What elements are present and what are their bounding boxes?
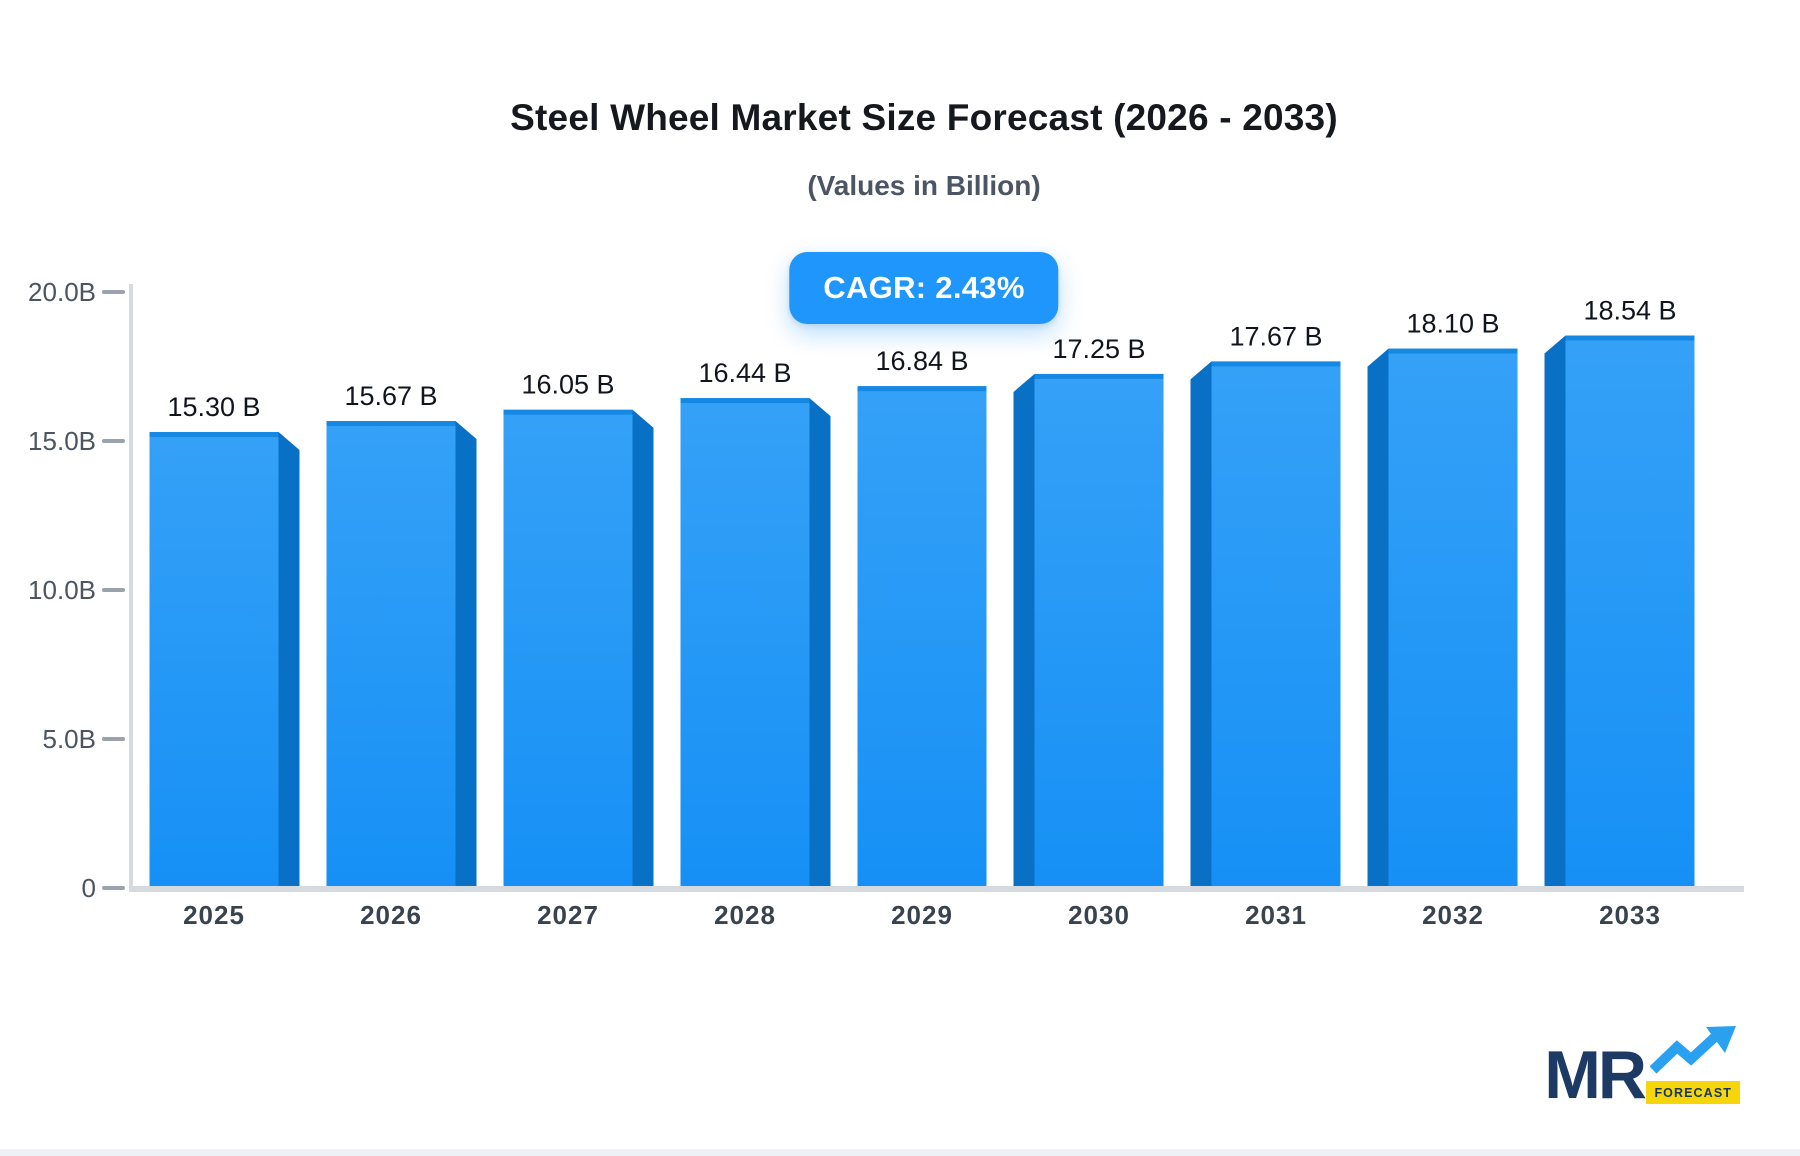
cagr-badge: CAGR: 2.43%	[789, 252, 1059, 324]
bar-2026	[326, 421, 477, 888]
bar-2032	[1367, 348, 1518, 888]
y-tick-label: 10.0B	[28, 575, 96, 605]
logo-forecast-text: FORECAST	[1646, 1081, 1740, 1104]
bar-face	[680, 398, 810, 888]
bar-side	[455, 421, 477, 888]
trend-arrow-icon	[1650, 1026, 1736, 1074]
bar-face	[1211, 361, 1341, 889]
bar-top-edge	[857, 386, 987, 392]
bar-value-label: 18.54 B	[1583, 296, 1676, 326]
bar-side	[809, 398, 831, 888]
x-axis-year-label: 2025	[183, 900, 245, 930]
y-tick-label: 5.0B	[43, 724, 97, 754]
mr-forecast-logo: MR FORECAST	[1544, 1026, 1740, 1114]
bar-value-label: 16.44 B	[698, 358, 791, 388]
bar-face	[857, 386, 987, 888]
bar-value-label: 16.84 B	[875, 346, 968, 376]
bar-face	[1034, 373, 1164, 888]
cagr-badge-label: CAGR: 2.43%	[823, 270, 1025, 305]
bar-top-edge	[1034, 373, 1164, 379]
bar-side	[1367, 348, 1389, 888]
bar-value-label: 17.67 B	[1229, 321, 1322, 351]
chart-title: Steel Wheel Market Size Forecast (2026 -…	[510, 97, 1338, 138]
bar-2031	[1190, 361, 1341, 889]
x-axis-year-label: 2030	[1068, 900, 1130, 930]
bar-side	[632, 409, 654, 888]
x-axis-year-label: 2031	[1245, 900, 1307, 930]
bar-top-edge	[149, 432, 279, 438]
y-tick-label: 0	[82, 873, 96, 903]
bar-value-label: 15.67 B	[344, 381, 437, 411]
bar-2025	[149, 432, 300, 888]
bar-side	[1190, 361, 1212, 889]
x-axis-year-label: 2026	[360, 900, 422, 930]
bar-top-edge	[326, 421, 456, 427]
bottom-border-strip	[0, 1149, 1800, 1156]
bar-2033	[1544, 335, 1695, 888]
bar-value-label: 18.10 B	[1406, 309, 1499, 339]
bar-value-label: 16.05 B	[521, 370, 614, 400]
bar-value-label: 17.25 B	[1052, 334, 1145, 364]
bar-2027	[503, 409, 654, 888]
bar-face	[503, 409, 633, 888]
bar-value-label: 15.30 B	[167, 392, 260, 422]
bar-top-edge	[1565, 335, 1695, 341]
logo-right-block: FORECAST	[1646, 1026, 1740, 1104]
bar-2030	[1013, 373, 1164, 888]
chart-subtitle: (Values in Billion)	[807, 170, 1041, 201]
bar-top-edge	[1211, 361, 1341, 367]
x-axis-year-label: 2027	[537, 900, 599, 930]
bar-face	[1565, 335, 1695, 888]
bar-face	[326, 421, 456, 888]
bar-top-edge	[680, 398, 810, 404]
bar-face	[149, 432, 279, 888]
logo-mr-text: MR	[1544, 1037, 1647, 1114]
bar-top-edge	[1388, 348, 1518, 354]
bar-top-edge	[503, 409, 633, 415]
x-axis-year-label: 2029	[891, 900, 953, 930]
x-axis-year-label: 2028	[714, 900, 776, 930]
bar-side	[278, 432, 300, 888]
y-tick-label: 15.0B	[28, 426, 96, 456]
bar-side	[1013, 373, 1035, 888]
bar-side	[1544, 335, 1566, 888]
y-tick-label: 20.0B	[28, 277, 96, 307]
x-axis-year-label: 2032	[1422, 900, 1484, 930]
bar-face	[1388, 348, 1518, 888]
bar-2029	[857, 386, 987, 888]
bar-2028	[680, 398, 831, 888]
x-axis-year-label: 2033	[1599, 900, 1661, 930]
